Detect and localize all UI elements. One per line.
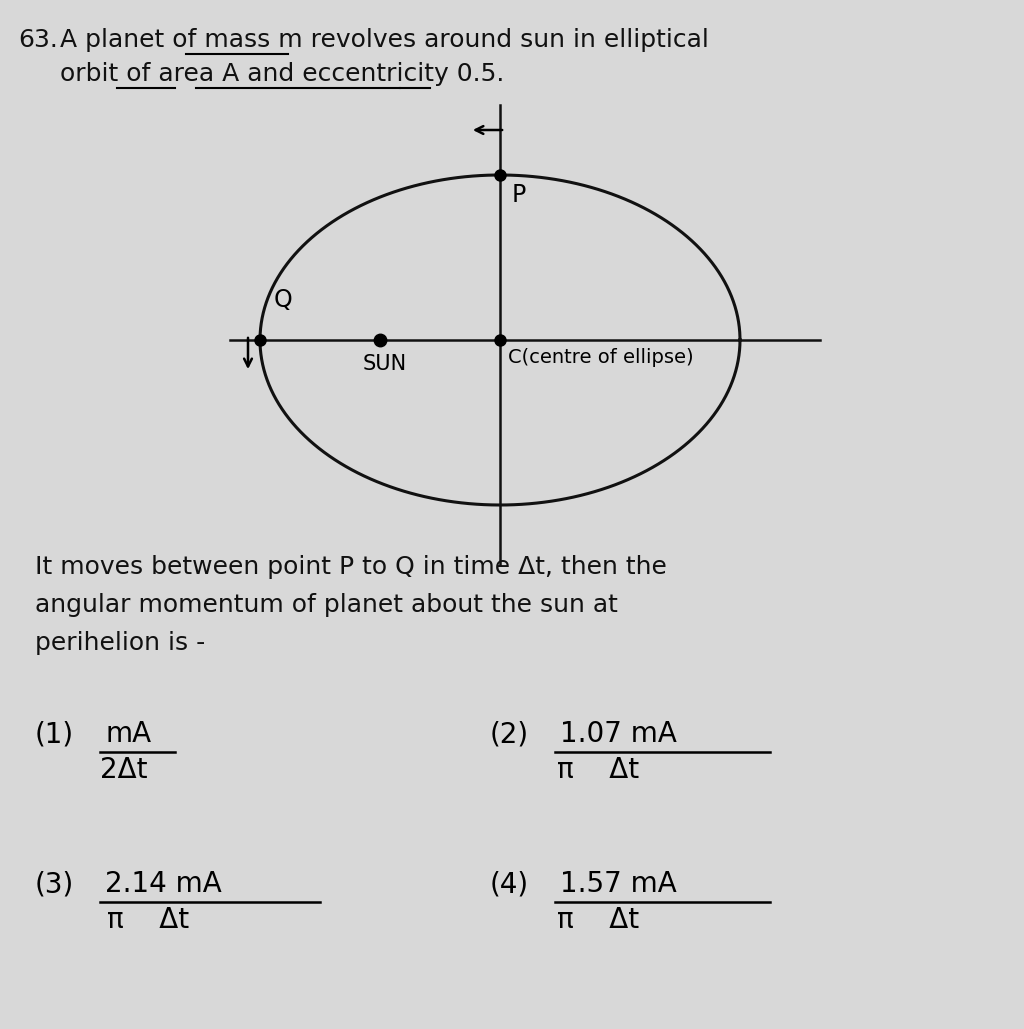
Text: 1.07 mA: 1.07 mA	[560, 720, 677, 748]
Text: Q: Q	[274, 288, 293, 312]
Text: P: P	[512, 183, 526, 207]
Text: It moves between point P to Q in time Δt, then the: It moves between point P to Q in time Δt…	[35, 555, 667, 579]
Text: orbit of area A and eccentricity 0.5.: orbit of area A and eccentricity 0.5.	[60, 62, 505, 86]
Text: (1): (1)	[35, 720, 74, 748]
Text: 1.57 mA: 1.57 mA	[560, 870, 677, 898]
Text: (3): (3)	[35, 870, 75, 898]
Text: perihelion is -: perihelion is -	[35, 631, 205, 655]
Text: π    Δt: π Δt	[557, 756, 639, 784]
Text: 2.14 mA: 2.14 mA	[105, 870, 222, 898]
Text: SUN: SUN	[362, 354, 408, 374]
Text: 2Δt: 2Δt	[100, 756, 147, 784]
Text: C(centre of ellipse): C(centre of ellipse)	[508, 348, 693, 367]
Text: 63.: 63.	[18, 28, 58, 52]
Text: (2): (2)	[490, 720, 529, 748]
Text: π    Δt: π Δt	[557, 906, 639, 934]
Text: A planet of mass m revolves around sun in elliptical: A planet of mass m revolves around sun i…	[60, 28, 709, 52]
Text: angular momentum of planet about the sun at: angular momentum of planet about the sun…	[35, 593, 617, 617]
Text: π    Δt: π Δt	[106, 906, 189, 934]
Text: (4): (4)	[490, 870, 529, 898]
Text: mA: mA	[105, 720, 152, 748]
